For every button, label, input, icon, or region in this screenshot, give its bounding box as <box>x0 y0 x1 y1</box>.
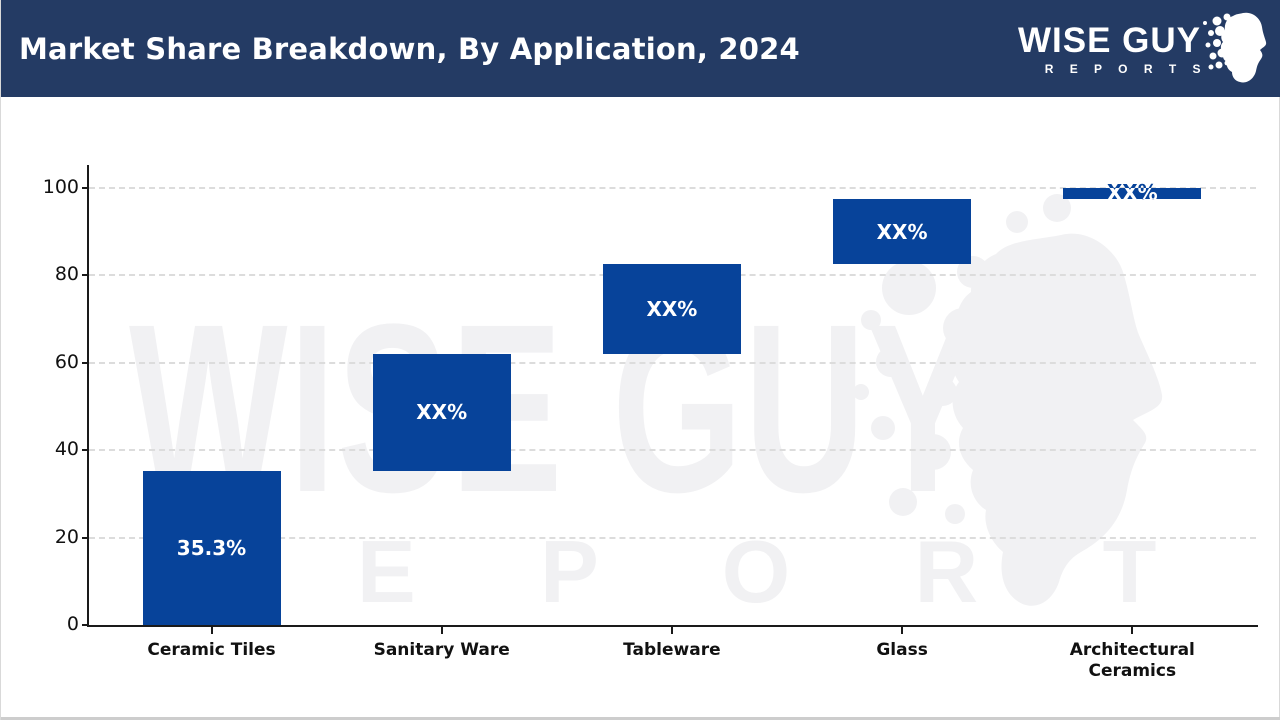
y-tick-label: 0 <box>66 613 79 635</box>
y-tick-mark <box>82 361 89 364</box>
bar-value-label: XX% <box>1063 188 1201 199</box>
y-tick-label: 80 <box>54 263 79 286</box>
bar: XX% <box>1063 187 1202 200</box>
bottom-border <box>1 717 1280 720</box>
y-tick-mark <box>82 186 89 189</box>
bar-value-label: XX% <box>416 400 468 425</box>
brand-logo: WISE GUY R E P O R T S <box>1018 6 1267 92</box>
y-tick-label: 40 <box>54 438 79 461</box>
page-title: Market Share Breakdown, By Application, … <box>19 31 800 66</box>
y-tick-mark <box>82 624 89 626</box>
x-tick-label: Glass <box>876 640 928 660</box>
brand-subname: R E P O R T S <box>1044 61 1207 76</box>
bar-value-label: XX% <box>646 297 698 322</box>
x-tick-mark <box>1131 627 1134 634</box>
bar: 35.3% <box>142 470 281 625</box>
bar: XX% <box>833 199 972 265</box>
brand-head-icon <box>1203 12 1267 83</box>
x-tick-label: Architectural Ceramics <box>1069 640 1195 682</box>
bar-value-label: XX% <box>876 219 928 244</box>
x-tick-mark <box>670 627 673 634</box>
bar: XX% <box>602 264 741 355</box>
header: Market Share Breakdown, By Application, … <box>1 0 1280 97</box>
gridline <box>89 449 1256 452</box>
y-tick-mark <box>82 536 89 539</box>
x-axis-line <box>87 625 1258 627</box>
x-tick-mark <box>210 627 213 634</box>
y-tick-label: 60 <box>54 350 79 373</box>
bar-value-label: 35.3% <box>176 535 247 560</box>
x-tick-label: Ceramic Tiles <box>147 640 276 660</box>
brand-logo-text: WISE GUY R E P O R T S <box>1018 23 1201 76</box>
y-tick-label: 100 <box>42 175 79 198</box>
bar: XX% <box>372 354 511 471</box>
brand-name: WISE GUY <box>1017 20 1201 60</box>
gridline <box>89 186 1256 189</box>
x-tick-label: Tableware <box>623 640 721 660</box>
x-tick-label: Sanitary Ware <box>373 640 510 660</box>
gridline <box>89 361 1256 364</box>
gridline <box>89 536 1256 539</box>
y-axis-line <box>87 165 89 627</box>
x-tick-mark <box>440 627 443 634</box>
y-tick-mark <box>82 274 89 277</box>
x-tick-mark <box>901 627 904 634</box>
y-tick-mark <box>82 449 89 452</box>
y-tick-label: 20 <box>54 525 79 548</box>
